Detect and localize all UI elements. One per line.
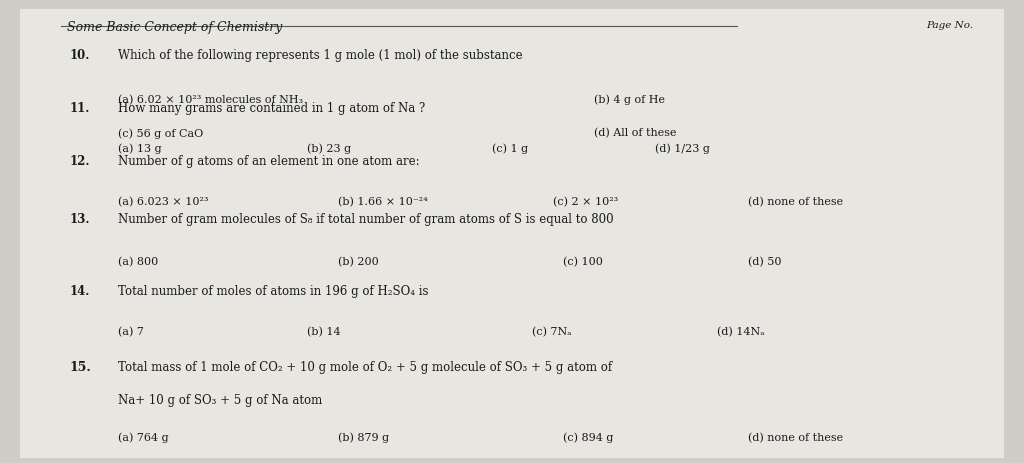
Text: How many grams are contained in 1 g atom of Na ?: How many grams are contained in 1 g atom… — [118, 102, 425, 115]
Text: (b) 879 g: (b) 879 g — [338, 433, 389, 444]
Text: 10.: 10. — [70, 49, 90, 62]
Text: (d) none of these: (d) none of these — [748, 433, 843, 443]
Text: 11.: 11. — [70, 102, 90, 115]
Text: Na+ 10 g of SO₃ + 5 g of Na atom: Na+ 10 g of SO₃ + 5 g of Na atom — [118, 394, 322, 407]
Text: (b) 4 g of He: (b) 4 g of He — [594, 95, 665, 106]
Text: (c) 100: (c) 100 — [563, 257, 603, 267]
Text: (c) 7Nₐ: (c) 7Nₐ — [532, 327, 572, 338]
Text: (d) none of these: (d) none of these — [748, 197, 843, 207]
Text: (d) All of these: (d) All of these — [594, 128, 677, 138]
Text: (d) 1/23 g: (d) 1/23 g — [655, 144, 711, 154]
Text: (b) 200: (b) 200 — [338, 257, 379, 267]
Text: (b) 23 g: (b) 23 g — [307, 144, 351, 154]
Text: (a) 800: (a) 800 — [118, 257, 158, 267]
Text: (c) 1 g: (c) 1 g — [492, 144, 527, 154]
Text: (a) 13 g: (a) 13 g — [118, 144, 162, 154]
Text: 15.: 15. — [70, 361, 91, 374]
Text: Which of the following represents 1 g mole (1 mol) of the substance: Which of the following represents 1 g mo… — [118, 49, 522, 62]
Text: (b) 14: (b) 14 — [307, 327, 341, 338]
Text: (b) 1.66 × 10⁻²⁴: (b) 1.66 × 10⁻²⁴ — [338, 197, 428, 207]
Text: Some Basic Concept of Chemistry: Some Basic Concept of Chemistry — [67, 21, 282, 34]
Text: 14.: 14. — [70, 285, 90, 298]
Text: (a) 764 g: (a) 764 g — [118, 433, 168, 444]
Text: (d) 14Nₐ: (d) 14Nₐ — [717, 327, 764, 338]
Text: Page No.: Page No. — [926, 21, 973, 30]
Text: Number of g atoms of an element in one atom are:: Number of g atoms of an element in one a… — [118, 155, 420, 168]
Text: (a) 6.023 × 10²³: (a) 6.023 × 10²³ — [118, 197, 208, 207]
Text: Number of gram molecules of S₈ if total number of gram atoms of S is equal to 80: Number of gram molecules of S₈ if total … — [118, 213, 613, 226]
Text: (c) 894 g: (c) 894 g — [563, 433, 613, 444]
Text: 12.: 12. — [70, 155, 90, 168]
Text: Total number of moles of atoms in 196 g of H₂SO₄ is: Total number of moles of atoms in 196 g … — [118, 285, 428, 298]
Text: 13.: 13. — [70, 213, 90, 226]
Text: (a) 6.02 × 10²³ molecules of NH₃: (a) 6.02 × 10²³ molecules of NH₃ — [118, 95, 303, 105]
FancyBboxPatch shape — [20, 9, 1004, 458]
Text: (d) 50: (d) 50 — [748, 257, 781, 267]
Text: Total mass of 1 mole of CO₂ + 10 g mole of O₂ + 5 g molecule of SO₃ + 5 g atom o: Total mass of 1 mole of CO₂ + 10 g mole … — [118, 361, 612, 374]
Text: (c) 2 × 10²³: (c) 2 × 10²³ — [553, 197, 618, 207]
Text: (c) 56 g of CaO: (c) 56 g of CaO — [118, 128, 203, 139]
Text: (a) 7: (a) 7 — [118, 327, 143, 338]
